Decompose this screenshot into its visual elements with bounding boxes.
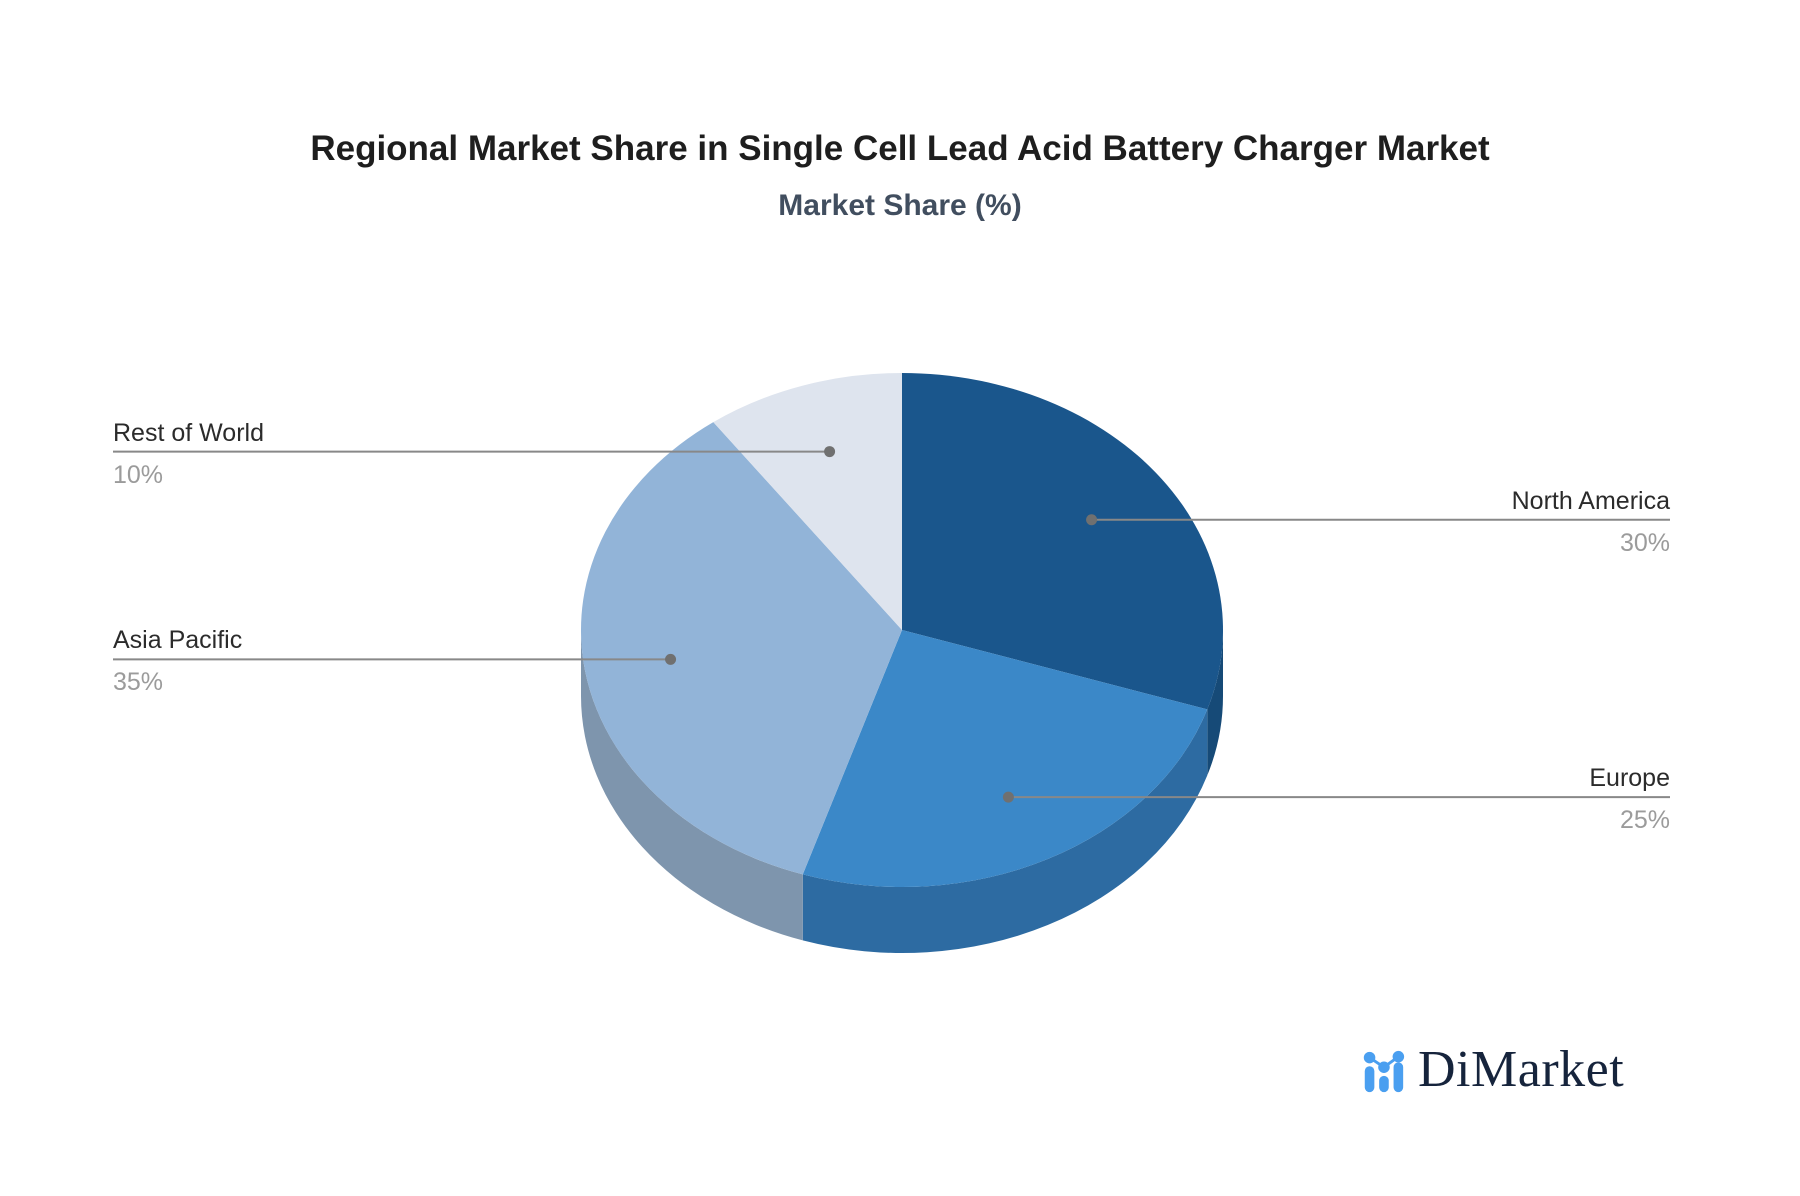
pie-label-name: Asia Pacific xyxy=(113,626,243,655)
leader-dot-rest-of-world xyxy=(824,446,836,458)
pie-label-north-america: North America 30% xyxy=(1512,486,1670,558)
brand-logo-text: DiMarket xyxy=(1418,1041,1625,1098)
chart-subtitle: Market Share (%) xyxy=(778,189,1022,222)
leader-dot-asia-pacific xyxy=(665,653,677,665)
pie-label-value: 35% xyxy=(113,668,164,697)
bar-chart-logo-icon xyxy=(1363,1050,1405,1093)
pie-slice-north-america xyxy=(902,373,1224,710)
pie-slice-rest-of-world xyxy=(713,373,902,630)
pie-slice-side-north-america xyxy=(1207,630,1223,776)
pie-slice-asia-pacific xyxy=(580,422,902,875)
pie-label-value: 30% xyxy=(1619,528,1670,557)
leader-dot-north-america xyxy=(1086,514,1098,526)
pie-slice-side-asia-pacific xyxy=(581,630,803,941)
pie-label-europe: Europe 25% xyxy=(1589,763,1670,835)
brand-logo: DiMarket xyxy=(1360,1044,1624,1096)
pie-label-value: 10% xyxy=(113,460,164,489)
pie-label-value: 25% xyxy=(1619,806,1670,835)
pie-label-name: North America xyxy=(1511,486,1670,515)
pie-label-name: Europe xyxy=(1589,764,1670,793)
pie-label-rest-of-world: Rest of World 10% xyxy=(113,418,264,490)
pie-label-name: Rest of World xyxy=(113,418,264,447)
leader-dot-europe xyxy=(1002,791,1014,803)
pie-slice-europe xyxy=(802,630,1208,887)
chart-title: Regional Market Share in Single Cell Lea… xyxy=(310,129,1490,168)
pie-slice-side-europe xyxy=(802,709,1208,953)
pie-label-asia-pacific: Asia Pacific 35% xyxy=(113,625,242,697)
